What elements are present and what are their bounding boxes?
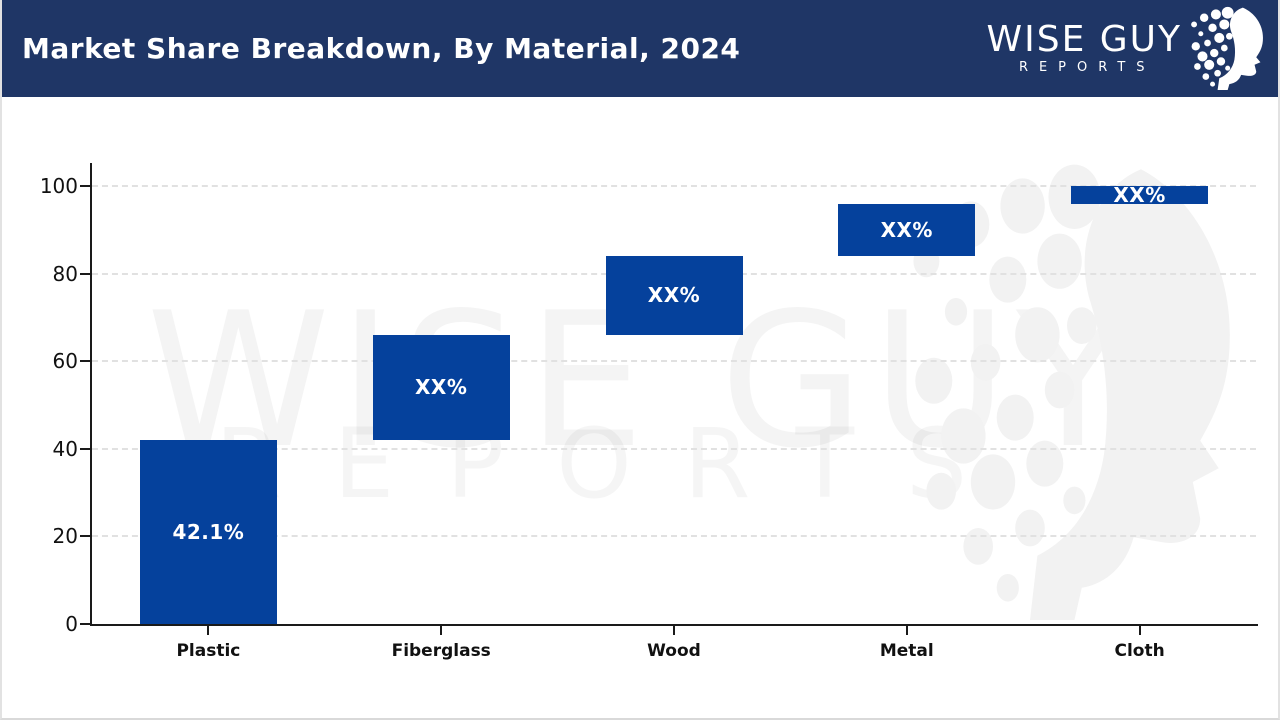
x-axis-spine	[90, 624, 1258, 626]
gridline-40	[92, 447, 1256, 450]
y-tick	[80, 535, 90, 538]
bar-value-label: XX%	[880, 217, 933, 242]
x-tick	[440, 626, 443, 635]
y-tick-label: 40	[52, 436, 78, 461]
x-tick-label: Metal	[879, 641, 934, 661]
x-tick-label: Plastic	[176, 641, 241, 661]
bar-cloth: XX%	[1071, 186, 1209, 204]
logo: WISE GUY REPORTS	[987, 6, 1269, 90]
y-tick	[80, 360, 90, 363]
logo-face-icon	[1191, 6, 1263, 90]
y-tick	[80, 623, 90, 625]
x-tick	[1138, 626, 1141, 635]
y-tick	[80, 272, 90, 275]
bar-metal: XX%	[838, 203, 976, 257]
bar-value-label: XX%	[1113, 186, 1166, 204]
x-tick	[905, 626, 908, 635]
y-tick	[80, 447, 90, 450]
x-tick-label: Fiberglass	[391, 641, 491, 661]
bar-value-label: 42.1%	[172, 519, 245, 544]
y-tick-label: 0	[65, 612, 78, 636]
logo-wiseguy-label: WISE GUY	[986, 19, 1182, 61]
bar-value-label: XX%	[414, 375, 468, 400]
header: Market Share Breakdown, By Material, 202…	[2, 0, 1278, 97]
y-tick-label: 100	[39, 174, 78, 198]
x-tick-label: Cloth	[1114, 641, 1165, 661]
gridline-100	[92, 185, 1256, 187]
x-tick	[673, 626, 675, 635]
gridline-60	[92, 360, 1256, 363]
logo-text: WISE GUY REPORTS	[987, 21, 1183, 75]
x-tick-label: Wood	[647, 641, 701, 661]
bar-fiberglass: XX%	[372, 334, 510, 440]
bar-value-label: XX%	[647, 283, 701, 308]
bar-wood: XX%	[605, 256, 743, 335]
y-tick-label: 60	[52, 349, 78, 374]
x-tick	[207, 626, 210, 635]
bar-plastic: 42.1%	[139, 439, 277, 624]
y-axis-spine	[90, 163, 92, 626]
y-tick-label: 20	[52, 524, 78, 549]
page-title: Market Share Breakdown, By Material, 202…	[22, 32, 741, 65]
y-tick-label: 80	[52, 261, 78, 286]
y-tick	[80, 185, 90, 187]
gridline-20	[92, 535, 1256, 538]
logo-reports-label: REPORTS	[1018, 59, 1156, 75]
